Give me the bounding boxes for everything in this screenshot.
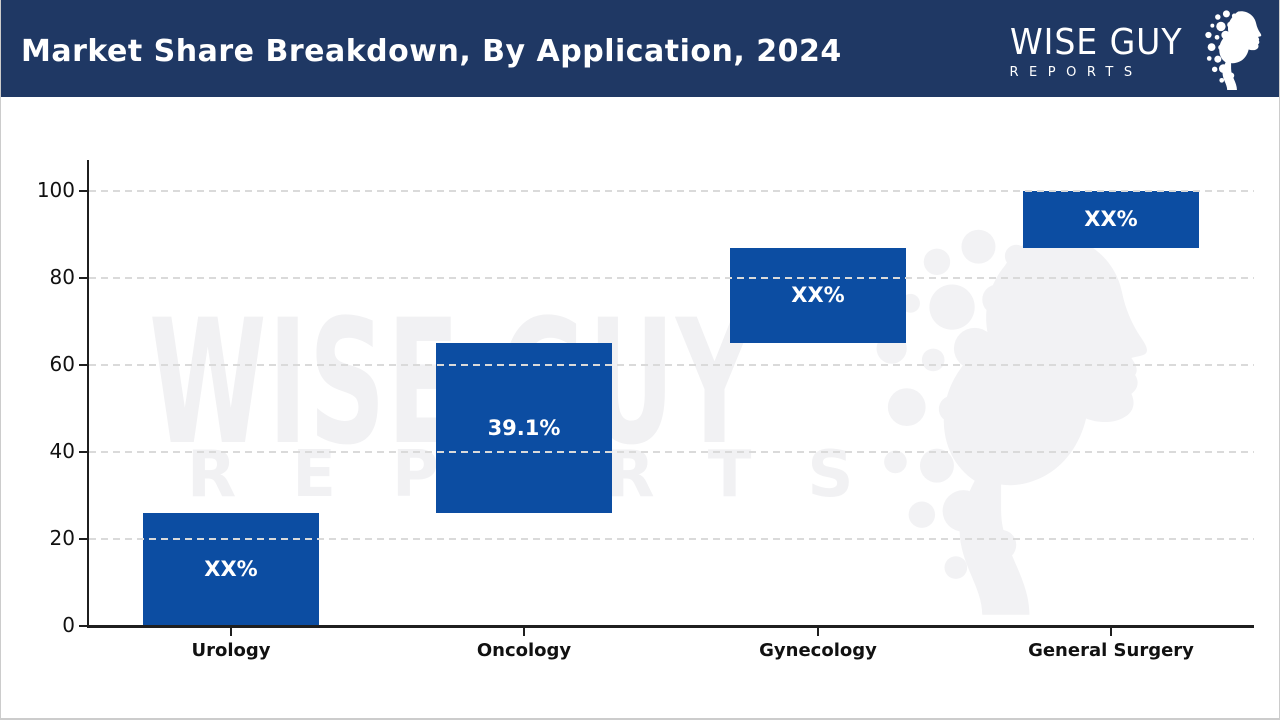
- x-axis-category-label: General Surgery: [1028, 640, 1194, 661]
- x-axis-category-label: Oncology: [476, 640, 572, 661]
- bar-urology: XX%: [143, 512, 319, 626]
- y-axis-tick-label: 40: [49, 439, 75, 463]
- y-axis-tick: [79, 364, 87, 366]
- bar-value-label: XX%: [204, 557, 258, 582]
- y-axis-tick-label: 100: [36, 178, 75, 202]
- logo-subtitle: REPORTS: [1009, 65, 1143, 80]
- bar-general-surgery: XX%: [1023, 191, 1199, 248]
- y-axis-line: [87, 160, 89, 627]
- gridline-20: [89, 538, 1254, 540]
- x-axis-category-label: Gynecology: [759, 640, 877, 661]
- gridline-80: [89, 277, 1254, 279]
- watermark-head-icon: [869, 226, 1171, 626]
- y-axis-tick-label: 80: [49, 265, 75, 289]
- y-axis-tick: [79, 451, 87, 453]
- header-bar: Market Share Breakdown, By Application, …: [1, 0, 1279, 97]
- wiseguy-logo: WISE GUY REPORTS: [1010, 6, 1269, 94]
- x-axis-tick: [523, 628, 525, 636]
- gridline-60: [89, 364, 1254, 366]
- x-axis-category-label: Urology: [191, 640, 271, 661]
- x-axis-line: [87, 625, 1254, 628]
- y-axis-tick: [79, 538, 87, 540]
- x-axis-tick: [817, 628, 819, 636]
- logo-head-icon: [1203, 10, 1267, 92]
- y-axis-tick: [79, 190, 87, 192]
- bar-oncology: 39.1%: [436, 342, 612, 513]
- gridline-40: [89, 451, 1254, 453]
- x-axis-tick: [1110, 628, 1112, 636]
- logo-wordmark: WISE GUY: [1009, 22, 1182, 63]
- y-axis-tick-label: 0: [62, 613, 75, 637]
- y-axis-tick: [79, 625, 87, 627]
- gridline-100: [89, 190, 1254, 192]
- bar-value-label: 39.1%: [487, 415, 561, 440]
- bar-value-label: XX%: [1084, 207, 1138, 232]
- bar-value-label: XX%: [791, 283, 845, 308]
- page-title: Market Share Breakdown, By Application, …: [21, 34, 842, 69]
- y-axis-tick: [79, 277, 87, 279]
- y-axis-tick-label: 20: [49, 526, 75, 550]
- y-axis-tick-label: 60: [49, 352, 75, 376]
- bar-gynecology: XX%: [730, 247, 906, 343]
- x-axis-tick: [230, 628, 232, 636]
